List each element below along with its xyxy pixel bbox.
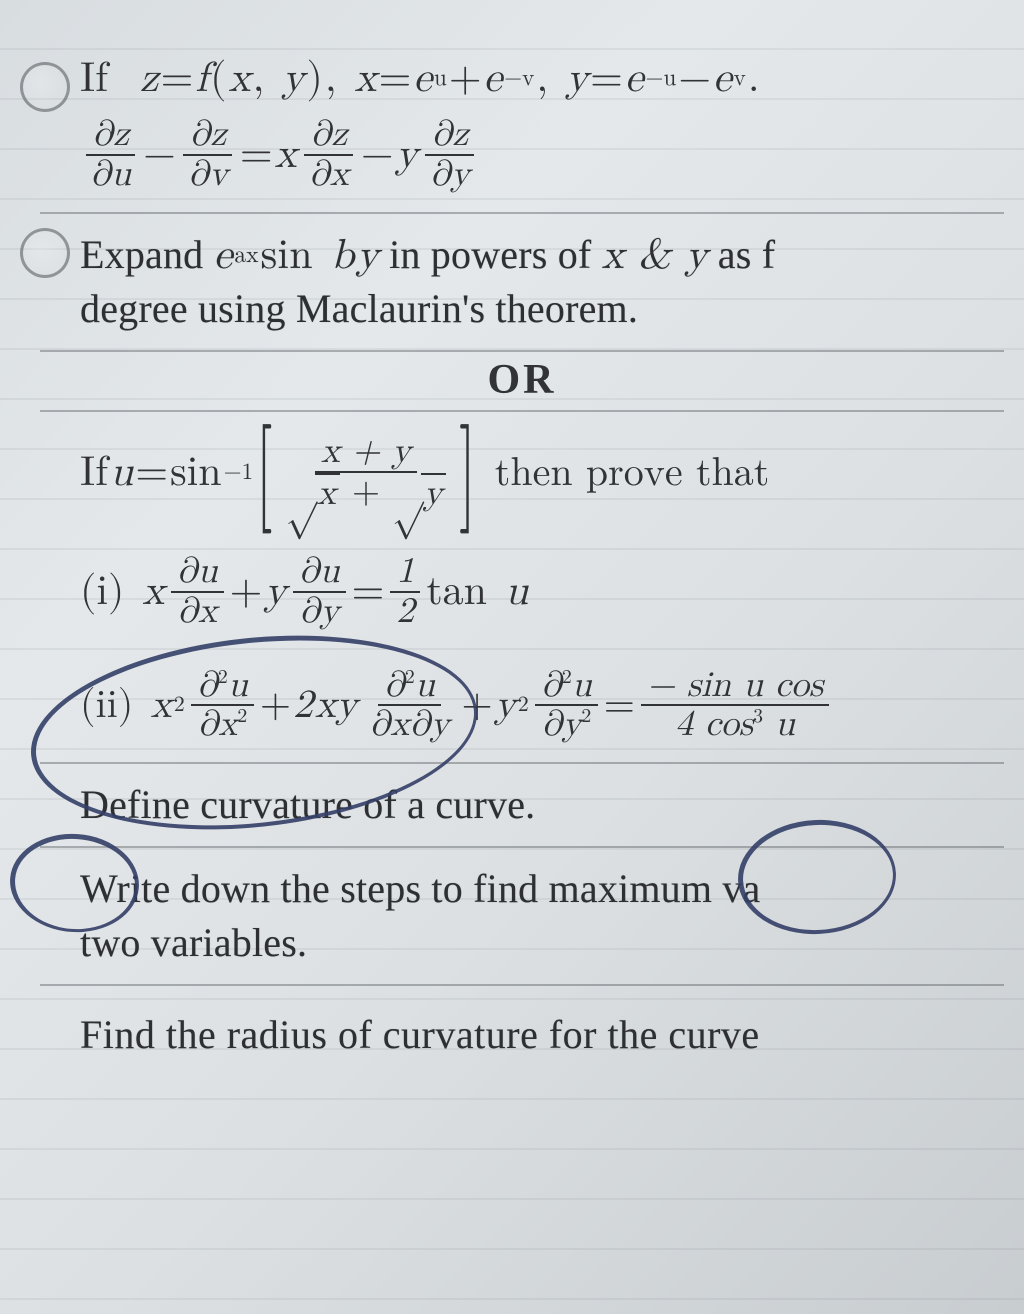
question-1: If z = f(x, y), x = eu + e−v , y = e−u −… [40, 40, 1004, 214]
frac-sin-inverse: x + y x + y [280, 433, 453, 513]
question-4: Define curvature of a curve. [40, 764, 1004, 848]
q6-text: Find the radius of curvature for the cur… [80, 1008, 994, 1062]
question-3-part-i: (i) x ∂u∂x + y ∂u∂y = 12 tan u [40, 535, 1004, 649]
q3i-expression: (i) x ∂u∂x + y ∂u∂y = 12 tan u [80, 553, 528, 631]
q1-line2: ∂z ∂u − ∂z ∂v = x ∂z ∂x − y ∂z ∂y [80, 116, 480, 194]
question-bullet [20, 228, 70, 278]
frac-dz-dv: ∂z ∂v [182, 116, 234, 194]
q4-text: Define curvature of a curve. [80, 778, 994, 832]
question-3-part-ii: (ii) x2 ∂2u ∂x2 + 2xy ∂2u ∂x∂y + y2 ∂2u … [40, 649, 1004, 765]
q5-line1: Write down the steps to find maximum va [80, 862, 994, 916]
q1-line1: If z = f(x, y), x = eu + e−v , y = e−u −… [80, 58, 760, 100]
or-separator: OR [40, 352, 1004, 412]
q3-expression: If u = sin−1 [ x + y x + y ] then prove … [80, 430, 769, 517]
question-5: Write down the steps to find maximum va … [40, 848, 1004, 986]
exam-page: If z = f(x, y), x = eu + e−v , y = e−u −… [0, 0, 1024, 1314]
frac-dz-dy: ∂z ∂y [424, 116, 476, 194]
question-2: Expand eax sin by in powers of x & y as … [40, 214, 1004, 352]
frac-dz-du: ∂z ∂u [84, 116, 137, 194]
q2-line2: degree using Maclaurin's theorem. [80, 282, 994, 336]
q1-lead: If [80, 58, 108, 100]
question-bullet [20, 62, 70, 112]
question-3: If u = sin−1 [ x + y x + y ] then prove … [40, 412, 1004, 535]
frac-dz-dx: ∂z ∂x [303, 116, 355, 194]
q3ii-expression: (ii) x2 ∂2u ∂x2 + 2xy ∂2u ∂x∂y + y2 ∂2u … [80, 667, 833, 745]
q5-line2: two variables. [80, 916, 994, 970]
question-6: Find the radius of curvature for the cur… [40, 986, 1004, 1076]
q2-line1: Expand eax sin by in powers of x & y as … [80, 228, 994, 282]
